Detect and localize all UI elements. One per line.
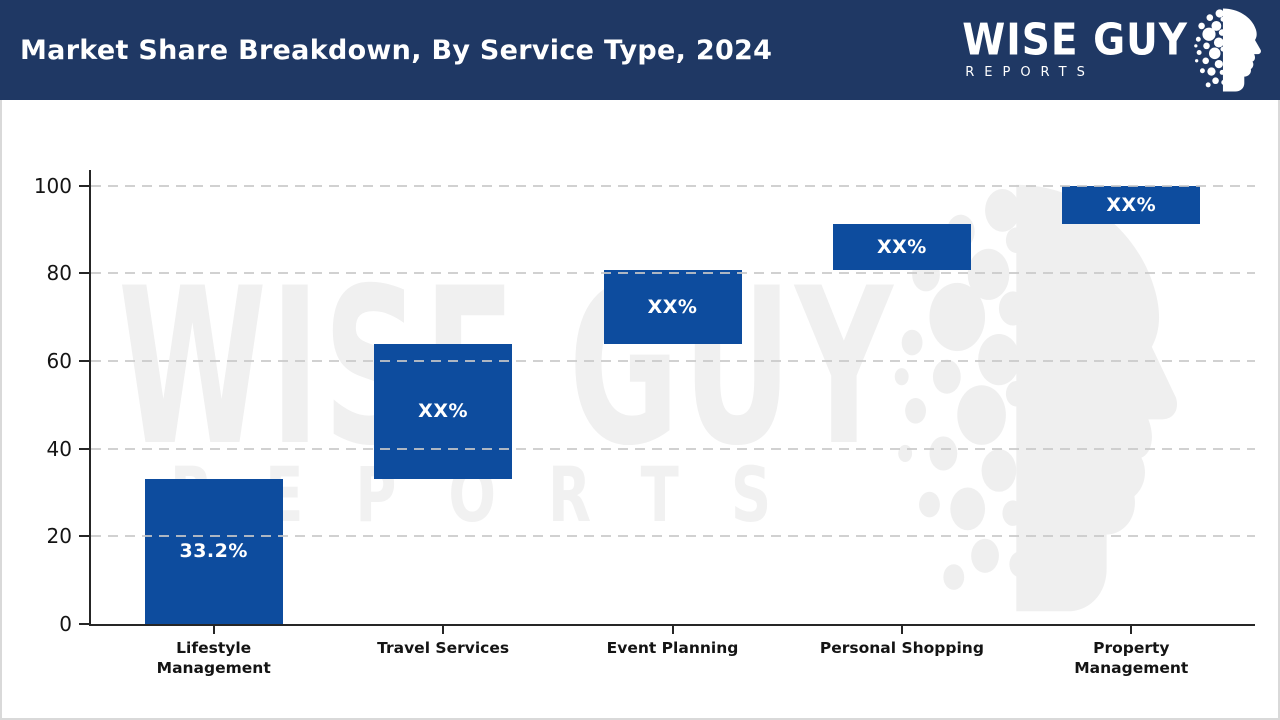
x-tick-mark xyxy=(442,626,445,634)
category-label: Property Management xyxy=(1074,639,1189,678)
y-tick-label: 40 xyxy=(46,436,72,461)
y-tick-mark xyxy=(79,623,89,625)
gridline xyxy=(91,184,1255,187)
y-tick-mark xyxy=(79,272,89,275)
header-bar: Market Share Breakdown, By Service Type,… xyxy=(0,0,1280,100)
category-label: Event Planning xyxy=(606,639,739,657)
bar-value-label: XX% xyxy=(647,295,698,318)
logo-wordmark: WISE GUY xyxy=(962,14,1188,66)
y-tick-label: 60 xyxy=(46,349,72,374)
category-label: Travel Services xyxy=(377,639,510,657)
logo-subtitle: REPORTS xyxy=(965,64,1095,80)
gridline xyxy=(91,360,1255,363)
bar-value-label: XX% xyxy=(1106,193,1157,216)
brand-logo-text: WISE GUY REPORTS xyxy=(962,14,1188,80)
bar-value-label: XX% xyxy=(418,400,469,423)
x-tick-mark xyxy=(1130,626,1133,634)
y-axis-spine xyxy=(89,170,91,626)
x-tick-mark xyxy=(212,626,215,634)
y-tick-label: 100 xyxy=(33,173,72,198)
chart-canvas: WISE GUY REPORTS 0 20 40 60 80 100 33.2% Lifest… xyxy=(0,100,1280,720)
gridline xyxy=(91,272,1255,275)
y-tick-label: 20 xyxy=(46,524,72,549)
bar-travel-services: XX% xyxy=(374,343,513,479)
logo-head-icon xyxy=(1186,6,1264,94)
bar-event-planning: XX% xyxy=(603,269,742,344)
gridline xyxy=(91,535,1255,538)
y-tick-mark xyxy=(79,447,89,450)
bar-lifestyle-management: 33.2% xyxy=(144,478,283,624)
bar-value-label: XX% xyxy=(876,235,927,258)
y-tick-label: 80 xyxy=(46,261,72,286)
y-tick-mark xyxy=(79,184,89,187)
bar-personal-shopping: XX% xyxy=(832,223,971,270)
y-tick-mark xyxy=(79,535,89,538)
x-tick-mark xyxy=(671,626,674,634)
y-tick-mark xyxy=(79,360,89,363)
bar-value-label: 33.2% xyxy=(179,540,248,563)
page-title: Market Share Breakdown, By Service Type,… xyxy=(20,34,773,66)
brand-logo: WISE GUY REPORTS xyxy=(962,6,1264,94)
bar-property-management: XX% xyxy=(1062,185,1201,224)
category-label: Lifestyle Management xyxy=(156,639,271,678)
category-label: Personal Shopping xyxy=(819,639,984,657)
x-tick-mark xyxy=(900,626,903,634)
plot-area: 0 20 40 60 80 100 33.2% Lifestyle Management XX%… xyxy=(2,100,1278,718)
gridline xyxy=(91,447,1255,450)
y-tick-label: 0 xyxy=(59,612,72,636)
x-axis-spine xyxy=(89,624,1255,626)
